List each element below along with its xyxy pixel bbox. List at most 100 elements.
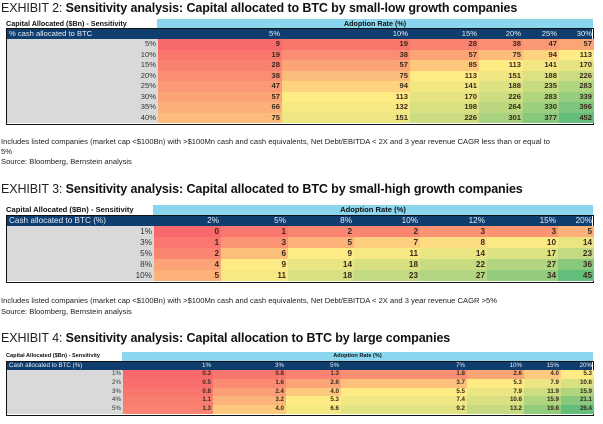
table-row: 5% 9 19 28 38 47 57	[7, 39, 594, 50]
table-cell: 9	[221, 259, 288, 270]
table-cell: 15.9	[561, 387, 594, 397]
table-row: 25% 47 94 141 188 235 283	[7, 81, 594, 92]
table-cell: 7.4	[341, 396, 467, 406]
table-cell: 14	[288, 259, 354, 270]
table-cell: 14	[558, 237, 594, 248]
row-label: 15%	[7, 60, 158, 71]
table-cell: 27	[487, 259, 558, 270]
table-cell: 17	[487, 248, 558, 259]
column-header-row: % cash allocated to BTC 5% 10% 15% 20% 25% 30%	[7, 29, 592, 39]
column-header: 1%	[202, 362, 211, 369]
exhibit-2-source: Source: Bloomberg, Bernstein analysis	[1, 157, 132, 166]
column-header: 10%	[509, 362, 522, 369]
table-cell: 19	[158, 49, 282, 60]
table-cell: 452	[559, 112, 594, 123]
sensitivity-label: Capital Allocated ($Bn) - Sensitivity	[6, 19, 127, 28]
table-row: 20% 38 75 113 151 188 226	[7, 70, 594, 81]
column-header: 2%	[207, 216, 219, 225]
table-cell: 11	[221, 270, 288, 281]
table-row: 5% 2 6 9 11 14 17 23	[7, 248, 594, 259]
table-cell: 47	[523, 39, 559, 50]
table-cell: 57	[410, 49, 479, 60]
table-cell: 0.8	[123, 387, 213, 397]
table-cell: 57	[158, 91, 282, 102]
row-label: 5%	[7, 248, 154, 259]
table-cell: 3	[420, 226, 487, 237]
row-label: 5%	[7, 405, 123, 414]
table-cell: 2	[288, 226, 354, 237]
table-cell: 226	[559, 70, 594, 81]
table-cell: 141	[523, 60, 559, 71]
table-row: 15% 28 57 85 113 141 170	[7, 60, 594, 71]
table-cell: 19	[282, 39, 410, 50]
table-cell: 7	[354, 237, 420, 248]
exhibit-3-title: EXHIBIT 3: Sensitivity analysis: Capital…	[1, 182, 523, 196]
table-cell: 0.5	[123, 378, 213, 388]
table-cell: 45	[558, 270, 594, 281]
table-cell: 235	[523, 81, 559, 92]
table-cell: 5	[558, 226, 594, 237]
table-cell: 151	[282, 112, 410, 123]
table-cell: 1.1	[123, 396, 213, 406]
table-cell: 9	[288, 248, 354, 259]
table-cell: 57	[559, 39, 594, 50]
table-cell: 1.3	[286, 370, 341, 379]
row-label: 1%	[7, 226, 154, 237]
table-cell: 10.6	[467, 396, 524, 406]
row-label: 5%	[7, 39, 158, 50]
table-cell: 113	[282, 91, 410, 102]
table-cell: 22	[420, 259, 487, 270]
exhibit-heading: Sensitivity analysis: Capital allocation…	[65, 331, 451, 345]
table-cell: 3	[487, 226, 558, 237]
table-cell: 5.3	[467, 378, 524, 388]
table-cell: 15.9	[524, 396, 561, 406]
table-row: 30% 57 113 170 226 283 339	[7, 91, 594, 102]
column-header: 15%	[546, 362, 559, 369]
table-cell: 170	[559, 60, 594, 71]
column-header: 10%	[392, 29, 408, 38]
table-cell: 6	[221, 248, 288, 259]
table-cell: 27	[420, 270, 487, 281]
table-cell: 5.3	[561, 370, 594, 379]
table-cell: 4.0	[213, 405, 286, 414]
table-row: 4% 1.1 3.2 5.3 7.4 10.6 15.9 21.1	[7, 396, 594, 406]
table-cell: 5.5	[341, 387, 467, 397]
table-cell: 339	[559, 91, 594, 102]
row-label: 35%	[7, 102, 158, 113]
table-cell: 3.2	[213, 396, 286, 406]
table-cell: 2.4	[213, 387, 286, 397]
exhibit-number: EXHIBIT 2:	[1, 1, 63, 15]
table-cell: 5	[154, 270, 221, 281]
table-cell: 75	[158, 112, 282, 123]
row-label: 10%	[7, 270, 154, 281]
column-header: 15%	[461, 29, 477, 38]
row-label: 40%	[7, 112, 158, 123]
table-cell: 18	[354, 259, 420, 270]
table-cell: 36	[558, 259, 594, 270]
table-cell: 14	[420, 248, 487, 259]
table-cell: 396	[559, 102, 594, 113]
column-header: 7%	[456, 362, 465, 369]
table-cell: 94	[282, 81, 410, 92]
table-cell: 28	[410, 39, 479, 50]
table-cell: 377	[523, 112, 559, 123]
table-cell: 2.6	[467, 370, 524, 379]
table-cell: 26.4	[561, 405, 594, 414]
table-cell: 34	[487, 270, 558, 281]
column-header: 8%	[340, 216, 352, 225]
column-header: 25%	[541, 29, 557, 38]
exhibit-2-note-cont: 5%	[1, 147, 12, 156]
table-cell: 1	[221, 226, 288, 237]
row-label: 10%	[7, 49, 158, 60]
table-row: 3% 1 3 5 7 8 10 14	[7, 237, 594, 248]
table-cell: 1.3	[123, 405, 213, 414]
adoption-rate-header: Adoption Rate (%)	[122, 352, 593, 361]
adoption-rate-header: Adoption Rate (%)	[157, 19, 593, 28]
table-cell: 170	[410, 91, 479, 102]
table-cell: 188	[523, 70, 559, 81]
table-cell: 38	[158, 70, 282, 81]
row-axis-label: Cash allocated to BTC (%)	[9, 362, 83, 369]
column-header-row: Cash allocated to BTC (%) 2% 5% 8% 10% 12% 15%…	[7, 216, 592, 226]
row-label: 3%	[7, 387, 123, 397]
table-cell: 283	[523, 91, 559, 102]
